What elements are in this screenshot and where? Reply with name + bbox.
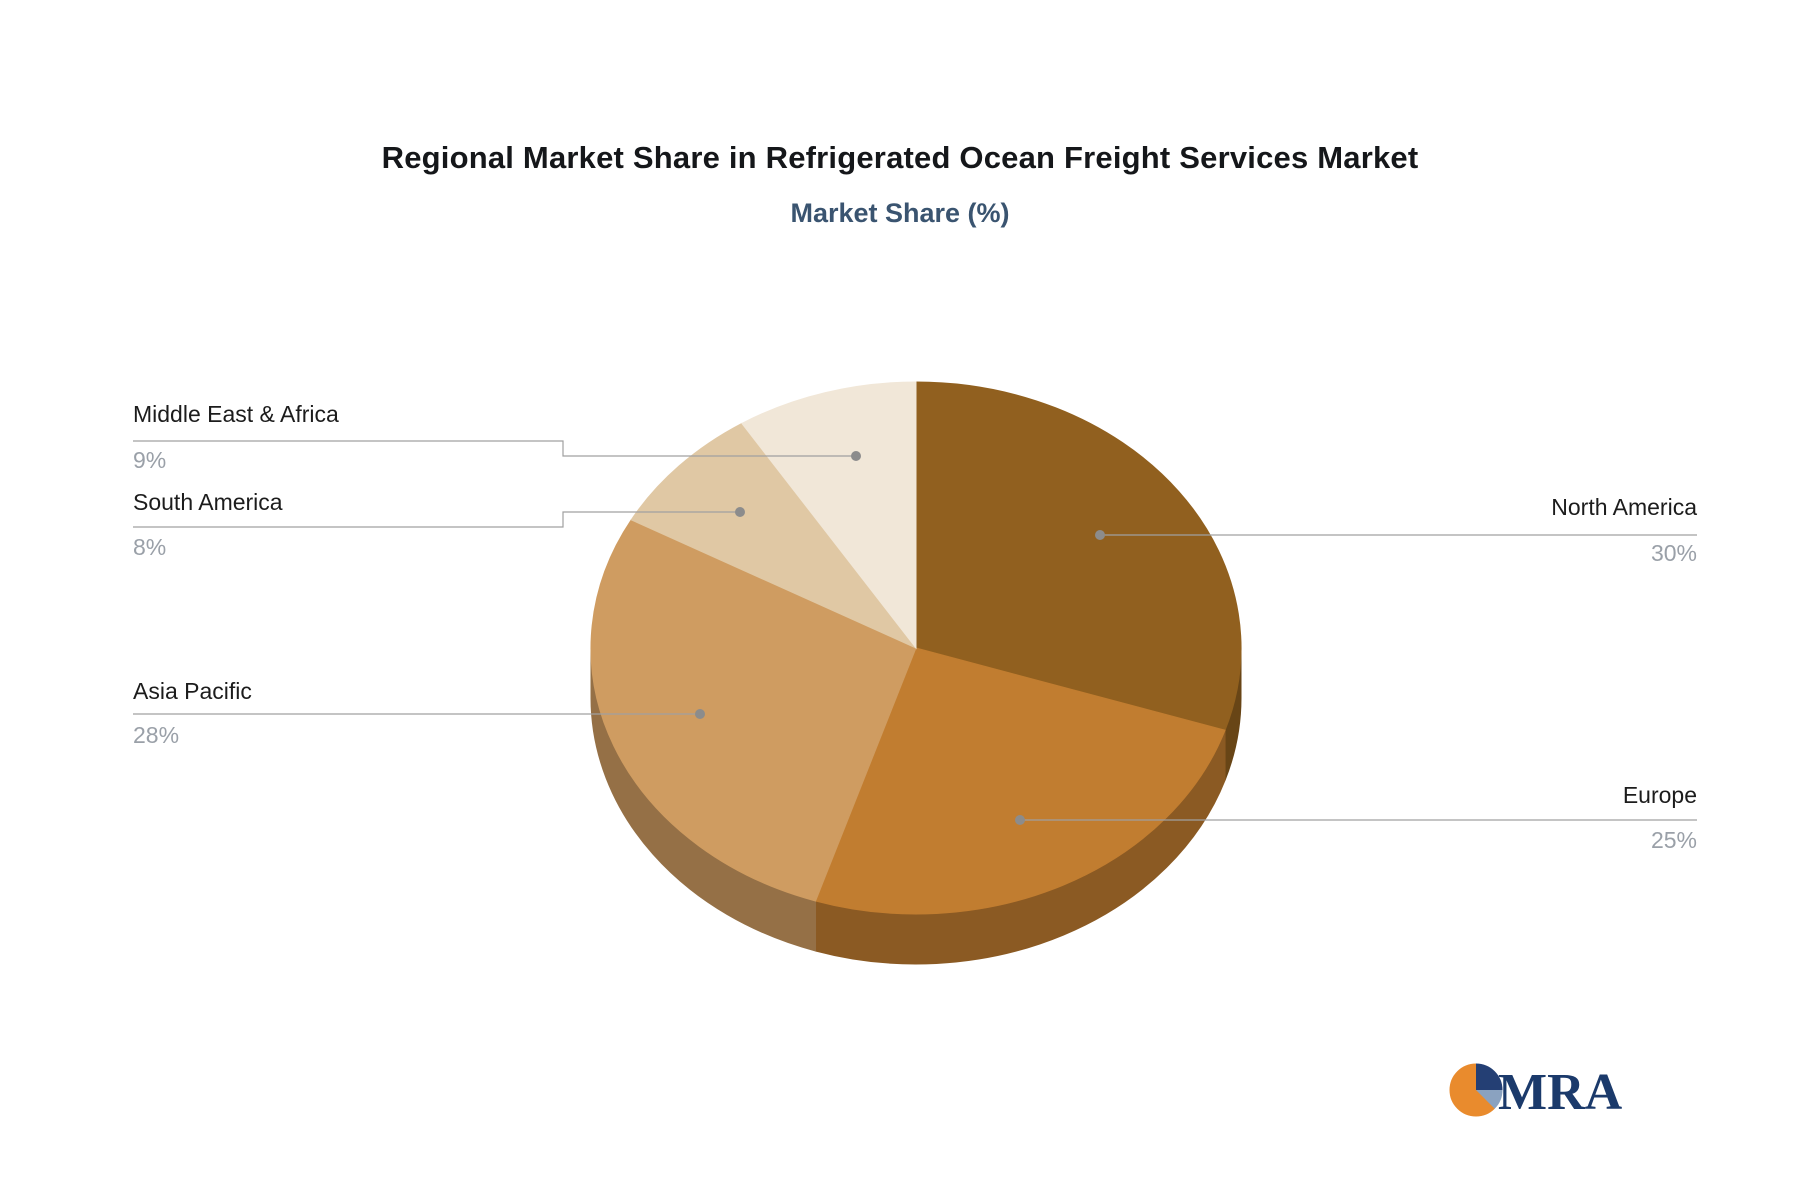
callout-value-europe: 25% — [1650, 827, 1697, 853]
callout-value-north-america: 30% — [1650, 540, 1697, 566]
pie-slice-south-america — [630, 422, 917, 649]
anchor-dot-south-america — [735, 507, 745, 517]
mra-logo: MRA — [1448, 1062, 1623, 1121]
chart-subtitle: Market Share (%) — [790, 198, 1010, 228]
anchor-dot-middle-east-africa — [851, 451, 861, 461]
callout-value-middle-east-africa: 9% — [133, 447, 167, 473]
mra-logo-text: MRA — [1498, 1064, 1623, 1121]
pie-slice-middle-east-africa — [741, 381, 917, 650]
anchor-dot-north-america — [1095, 530, 1105, 540]
anchor-dot-asia-pacific — [695, 709, 705, 719]
leader-line-middle-east-africa — [133, 440, 856, 457]
callout-label-middle-east-africa: Middle East & Africa — [133, 401, 339, 427]
mra-logo-pie-icon — [1448, 1062, 1504, 1118]
leader-lines-group — [133, 440, 1697, 821]
pie-depth-group — [590, 647, 1242, 965]
callout-value-asia-pacific: 28% — [133, 722, 180, 748]
anchor-dot-europe — [1015, 815, 1025, 825]
callout-label-europe: Europe — [1622, 782, 1697, 808]
pie-slice-north-america — [915, 381, 1242, 731]
pie-slice-europe — [814, 647, 1226, 915]
pie-slice-asia-pacific — [590, 519, 917, 902]
pie-slices-group — [590, 381, 1242, 915]
callout-label-south-america: South America — [133, 489, 283, 515]
callout-label-north-america: North America — [1551, 494, 1697, 520]
anchor-dots-group — [695, 451, 1105, 825]
leader-line-south-america — [133, 511, 740, 528]
callout-label-asia-pacific: Asia Pacific — [133, 678, 252, 704]
chart-title: Regional Market Share in Refrigerated Oc… — [381, 140, 1419, 175]
callout-value-south-america: 8% — [133, 534, 167, 560]
